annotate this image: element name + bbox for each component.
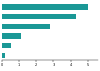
Bar xyxy=(2,43,11,48)
Bar xyxy=(2,33,21,39)
Bar xyxy=(2,53,5,58)
Bar xyxy=(2,14,76,19)
Bar xyxy=(2,4,88,10)
Bar xyxy=(2,24,50,29)
